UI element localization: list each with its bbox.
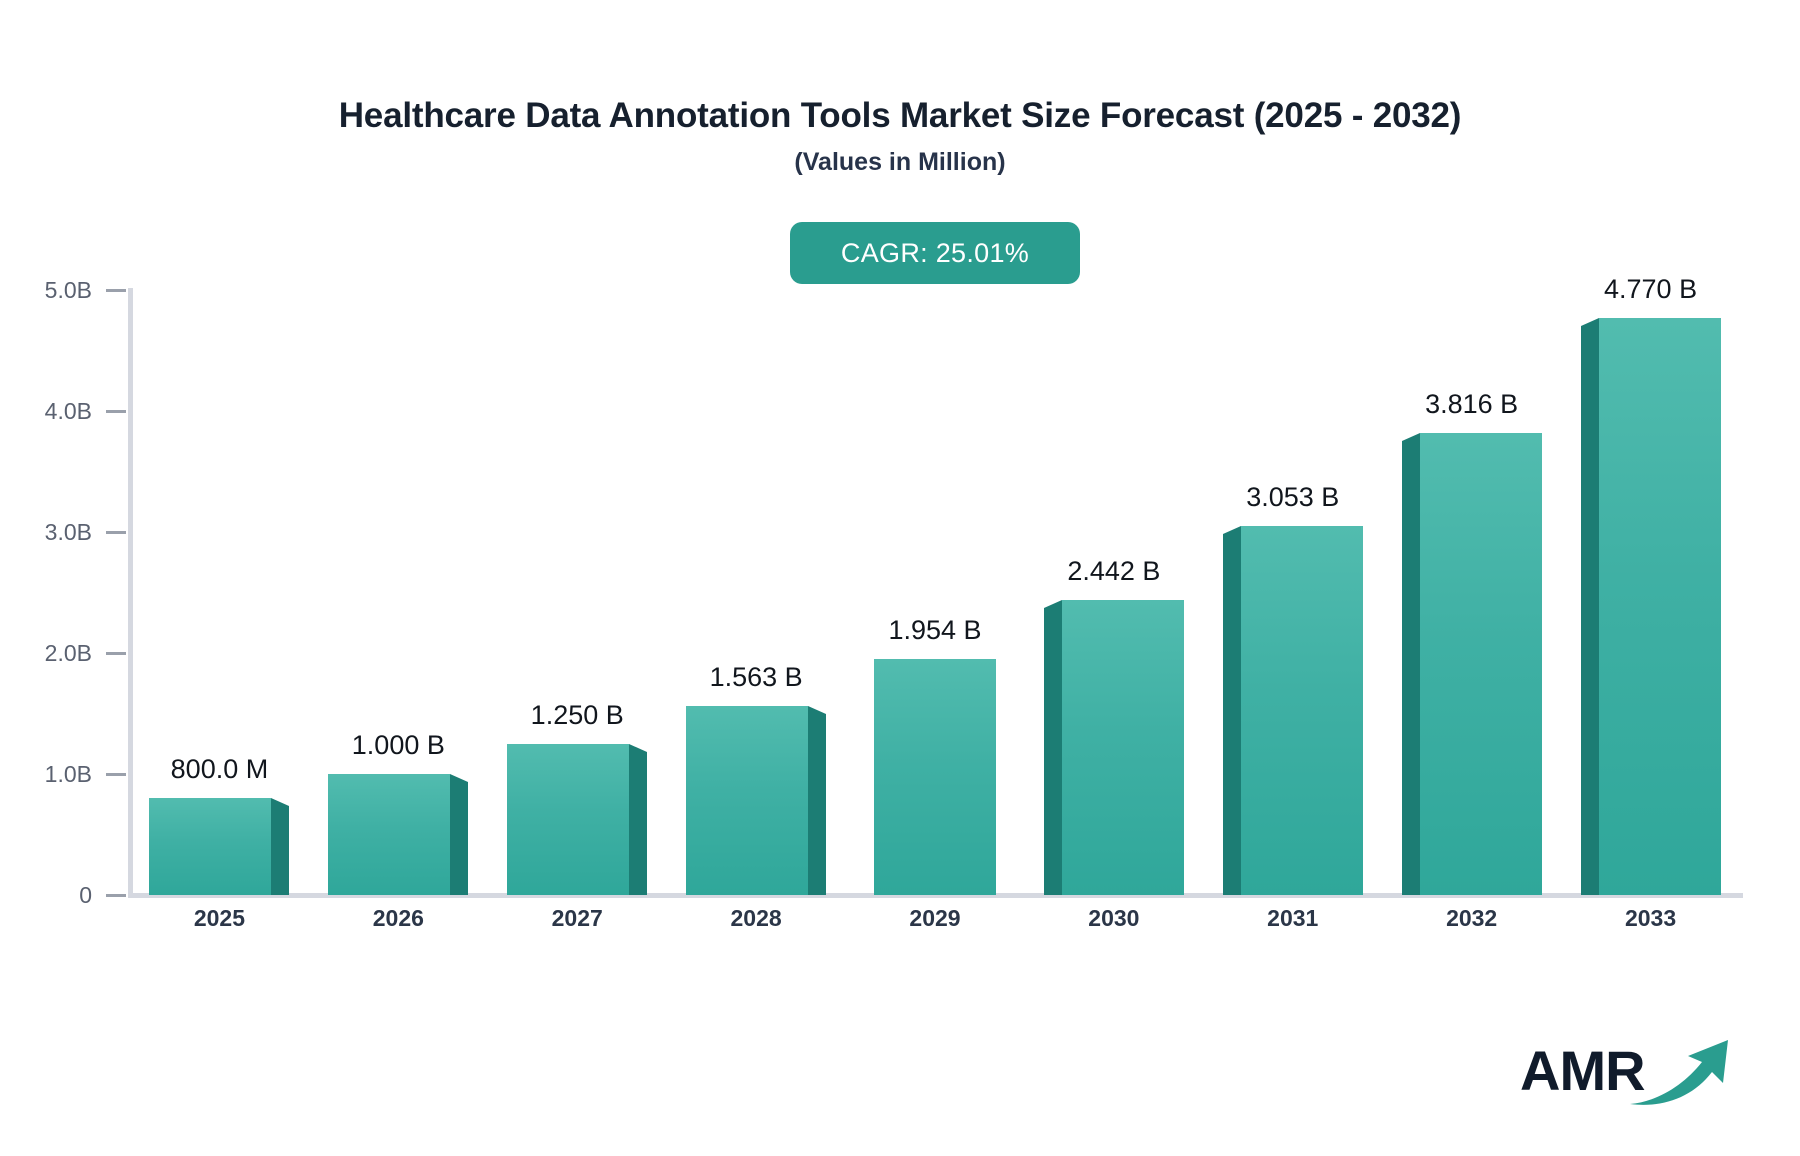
- plot-area: [130, 290, 1740, 895]
- growth-arrow-icon: [1630, 1040, 1728, 1105]
- y-axis-tick-mark: [106, 651, 126, 655]
- y-axis-tick-label: 3.0B: [44, 518, 92, 545]
- y-axis-tick: 5.0B: [44, 276, 126, 303]
- x-axis-label-2028: 2028: [730, 905, 782, 931]
- y-axis-tick-label: 4.0B: [44, 397, 92, 424]
- y-axis-tick-mark: [106, 530, 126, 534]
- page-subtitle: (Values in Million): [794, 148, 1006, 176]
- y-axis-tick-label: 1.0B: [44, 760, 92, 787]
- y-axis-tick-label: 0: [79, 881, 92, 908]
- y-axis-tick-label: 2.0B: [44, 639, 92, 666]
- y-axis-ticks: 5.0B 4.0B 3.0B 2.0B 1.0B 0: [0, 0, 126, 1156]
- x-axis-label-2033: 2033: [1624, 905, 1677, 931]
- amr-logo: AMR: [1520, 1030, 1730, 1110]
- y-axis-tick: 4.0B: [44, 397, 126, 424]
- cagr-badge: CAGR: 25.01%: [790, 222, 1080, 284]
- y-axis-tick: 2.0B: [44, 639, 126, 666]
- y-axis-tick-mark: [106, 893, 126, 897]
- y-axis-tick: 0: [79, 881, 126, 908]
- y-axis-tick-mark: [106, 288, 126, 292]
- x-axis-label-2027: 2027: [551, 905, 603, 931]
- x-axis-label-2030: 2030: [1088, 905, 1140, 931]
- y-axis-tick-mark: [106, 409, 126, 413]
- x-axis-label-2026: 2026: [372, 905, 424, 931]
- y-axis-tick-mark: [106, 772, 126, 776]
- x-axis-label-2025: 2025: [193, 905, 246, 931]
- x-axis-label-2032: 2032: [1446, 905, 1498, 931]
- x-axis-line: [128, 893, 1743, 898]
- logo-text: AMR: [1520, 1039, 1646, 1102]
- x-axis-label-2031: 2031: [1267, 905, 1319, 931]
- y-axis-tick: 3.0B: [44, 518, 126, 545]
- x-axis-label-2029: 2029: [909, 905, 961, 931]
- cagr-badge-label: CAGR: 25.01%: [840, 237, 1030, 268]
- y-axis-tick-label: 5.0B: [44, 276, 92, 303]
- y-axis-tick: 1.0B: [44, 760, 126, 787]
- page-title: Healthcare Data Annotation Tools Market …: [338, 96, 1462, 135]
- y-axis-line: [128, 288, 133, 898]
